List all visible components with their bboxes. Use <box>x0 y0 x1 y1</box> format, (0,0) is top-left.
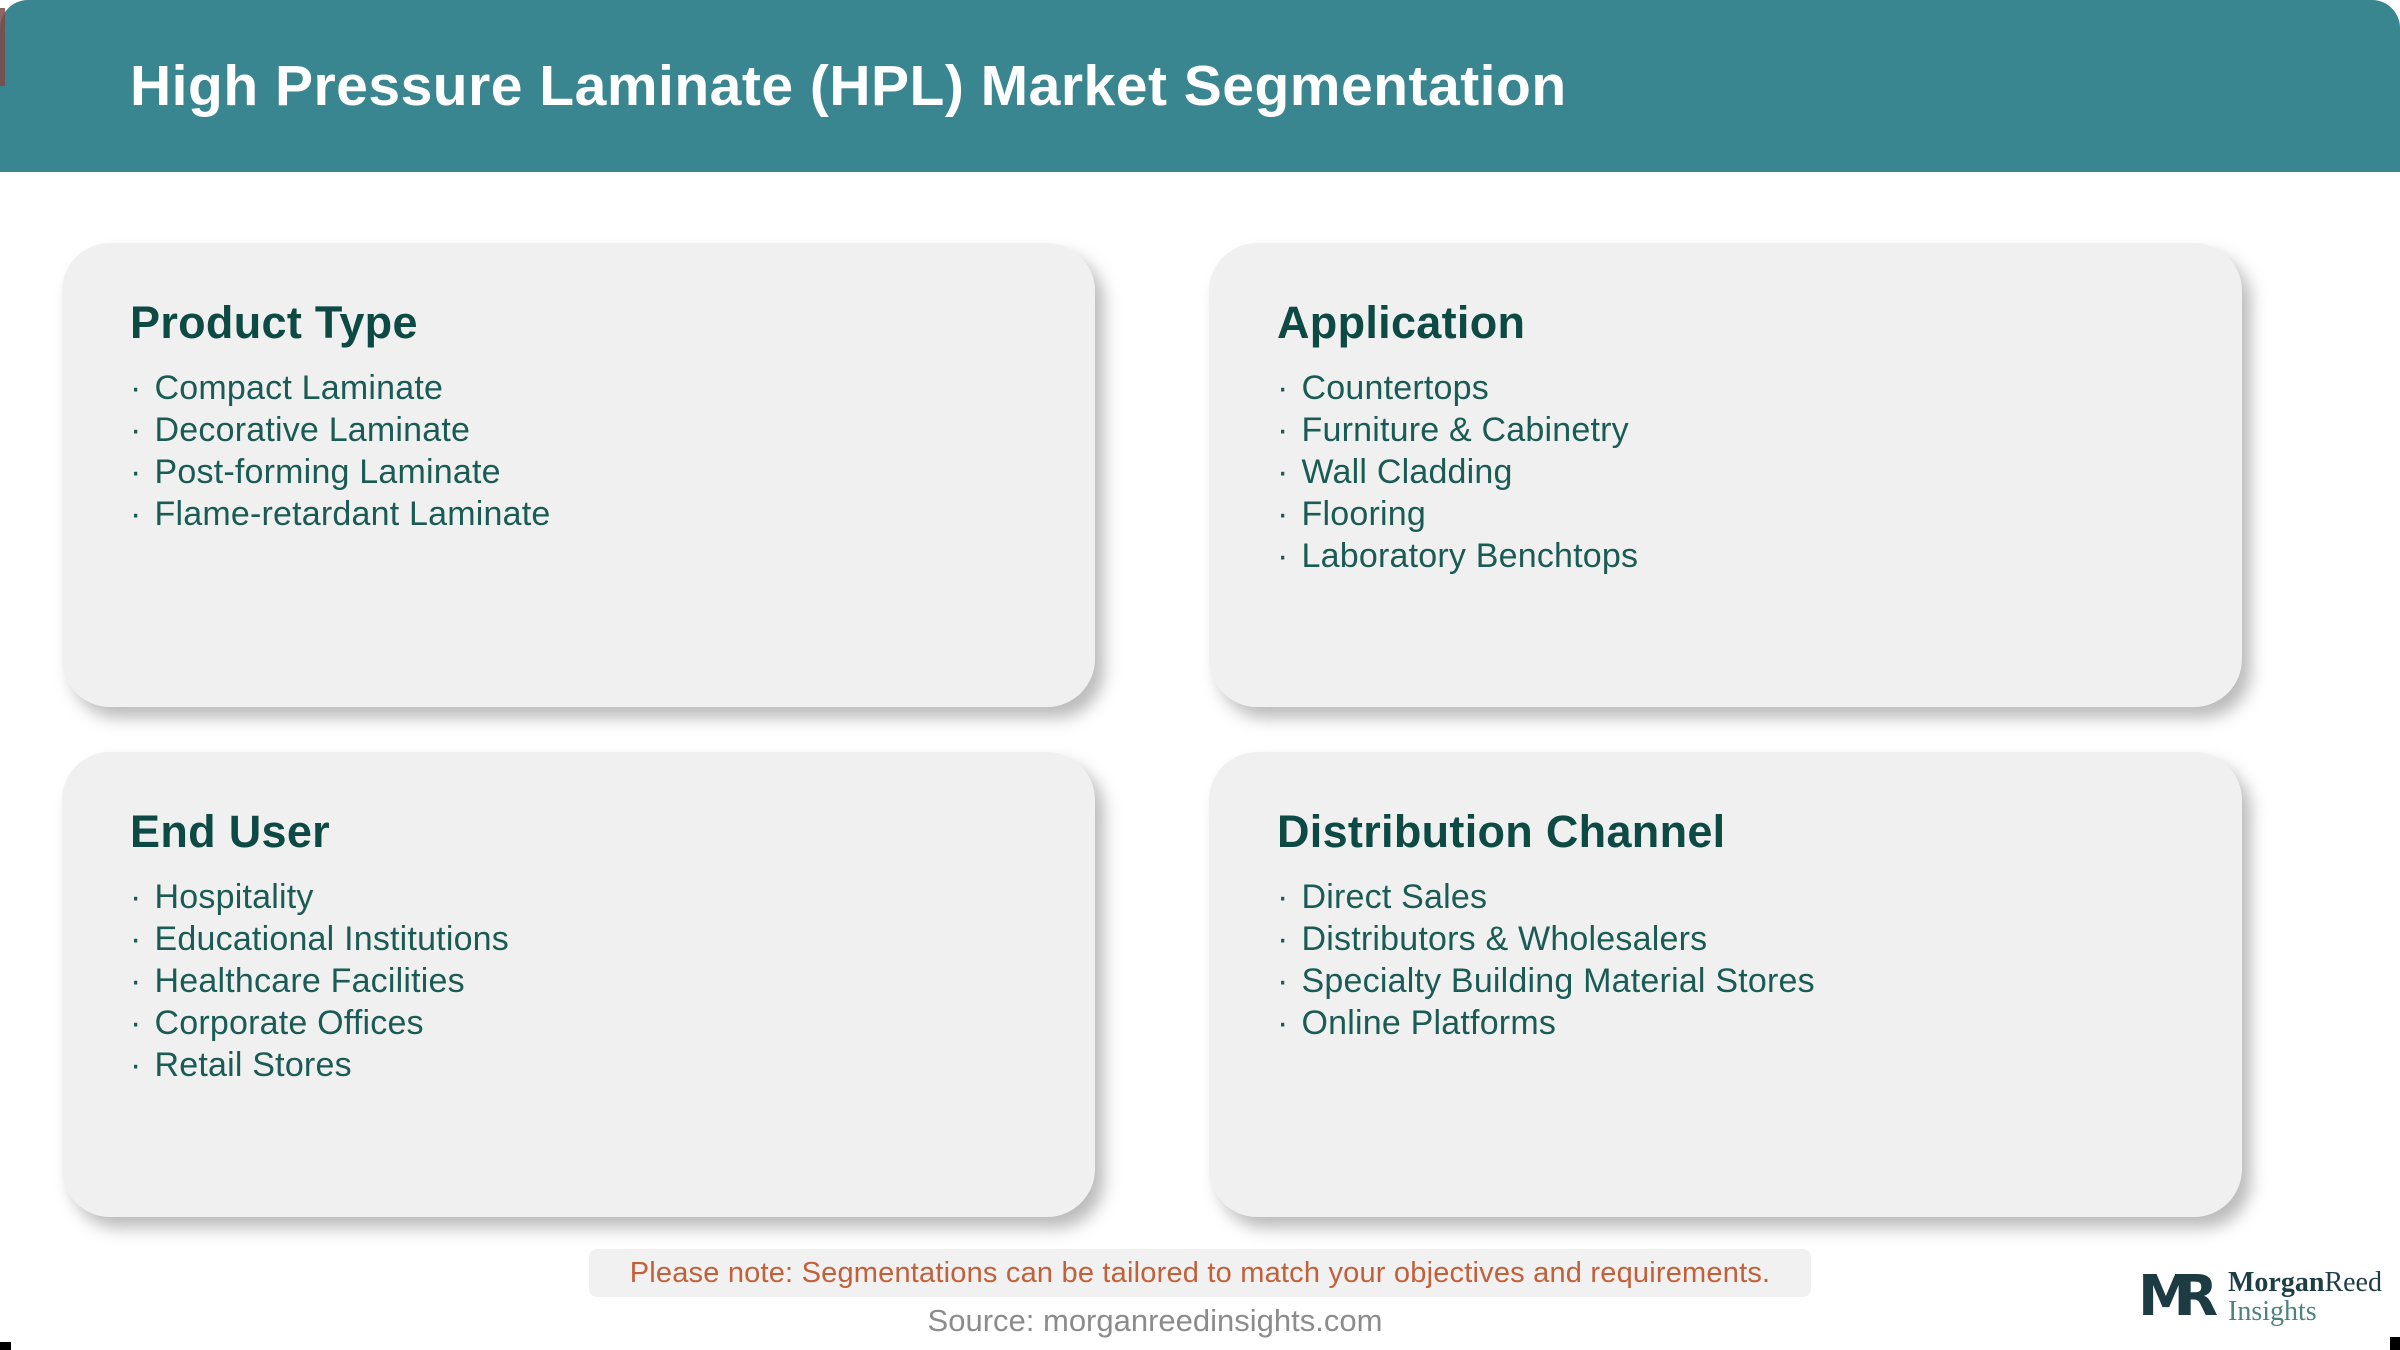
morganreed-logo: M R MorganReed Insights <box>2138 1268 2382 1326</box>
list-item: Distributors & Wholesalers <box>1277 918 2178 960</box>
source-text: Source: morganreedinsights.com <box>927 1303 1383 1338</box>
card-application: Application CountertopsFurniture & Cabin… <box>1209 243 2242 707</box>
card-item-list: Compact LaminateDecorative LaminatePost-… <box>130 367 1031 535</box>
mr-monogram-icon: M R <box>2138 1264 2219 1329</box>
page-title: High Pressure Laminate (HPL) Market Segm… <box>130 54 1567 118</box>
list-item: Wall Cladding <box>1277 451 2178 493</box>
card-title: Distribution Channel <box>1277 806 1726 857</box>
card-product-type: Product Type Compact LaminateDecorative … <box>62 243 1095 707</box>
list-item: Educational Institutions <box>130 918 1031 960</box>
card-title: Application <box>1277 297 1526 348</box>
list-item: Online Platforms <box>1277 1002 2178 1044</box>
monogram-letter-m: M <box>2138 1264 2194 1329</box>
note-text: Please note: Segmentations can be tailor… <box>629 1256 1771 1289</box>
list-item: Healthcare Facilities <box>130 960 1031 1002</box>
monogram-letter-r: R <box>2175 1264 2219 1329</box>
top-left-corner-artifact <box>0 8 5 86</box>
card-distribution-channel: Distribution Channel Direct SalesDistrib… <box>1209 752 2242 1217</box>
list-item: Laboratory Benchtops <box>1277 535 2178 577</box>
list-item: Specialty Building Material Stores <box>1277 960 2178 1002</box>
card-end-user: End User HospitalityEducational Institut… <box>62 752 1095 1217</box>
bottom-right-artifact <box>2390 1337 2400 1350</box>
list-item: Compact Laminate <box>130 367 1031 409</box>
bottom-left-artifact <box>0 1342 11 1350</box>
list-item: Countertops <box>1277 367 2178 409</box>
list-item: Flame-retardant Laminate <box>130 493 1031 535</box>
list-item: Post-forming Laminate <box>130 451 1031 493</box>
list-item: Flooring <box>1277 493 2178 535</box>
logo-tagline: Insights <box>2228 1296 2317 1327</box>
list-item: Decorative Laminate <box>130 409 1031 451</box>
list-item: Direct Sales <box>1277 876 2178 918</box>
note-strip: Please note: Segmentations can be tailor… <box>589 1249 1811 1297</box>
card-item-list: CountertopsFurniture & CabinetryWall Cla… <box>1277 367 2178 577</box>
card-title: End User <box>130 806 330 857</box>
card-title: Product Type <box>130 297 418 348</box>
card-item-list: HospitalityEducational InstitutionsHealt… <box>130 876 1031 1086</box>
logo-name: MorganReed <box>2228 1268 2382 1297</box>
list-item: Furniture & Cabinetry <box>1277 409 2178 451</box>
logo-name-bold: Morgan <box>2228 1267 2325 1298</box>
card-item-list: Direct SalesDistributors & WholesalersSp… <box>1277 876 2178 1044</box>
logo-name-regular: Reed <box>2324 1267 2382 1298</box>
list-item: Retail Stores <box>130 1044 1031 1086</box>
logo-text: MorganReed Insights <box>2228 1268 2382 1326</box>
list-item: Hospitality <box>130 876 1031 918</box>
header-band: High Pressure Laminate (HPL) Market Segm… <box>0 0 2400 172</box>
list-item: Corporate Offices <box>130 1002 1031 1044</box>
